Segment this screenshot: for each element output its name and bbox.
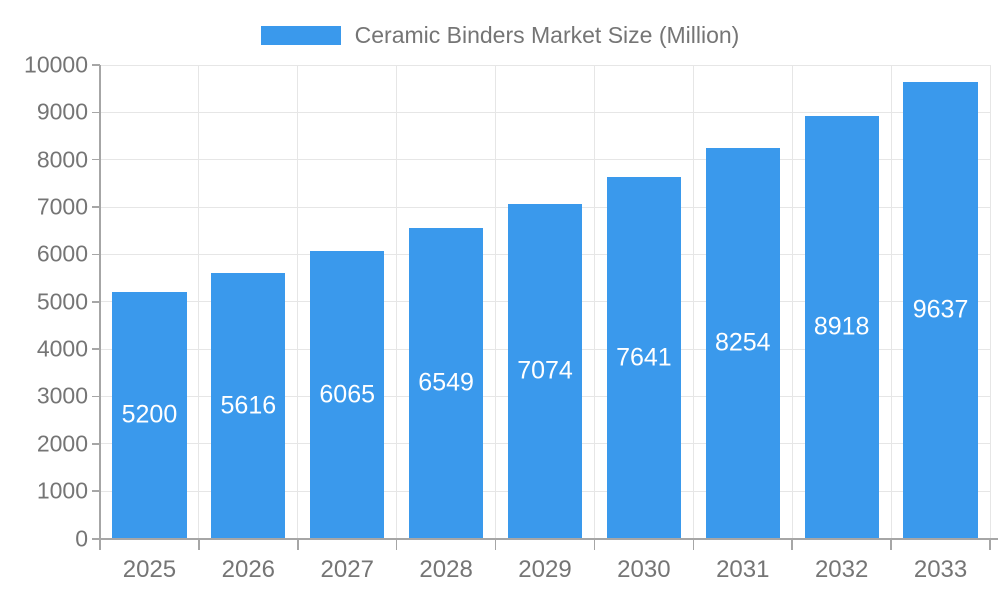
y-axis-tick-label: 0 [75,525,88,551]
y-axis-tick-label: 1000 [36,477,88,504]
x-gridline [989,65,991,539]
bar-value-label: 9637 [912,295,969,324]
y-axis-tick [92,395,100,398]
legend-swatch-icon [260,26,341,45]
x-gridline [396,65,398,539]
bar[interactable] [507,203,583,539]
y-axis-tick-label: 6000 [36,240,88,267]
y-axis-tick [92,443,100,445]
y-axis-tick-label: 9000 [36,98,88,125]
y-axis-tick-label: 10000 [24,51,88,78]
x-axis-tick-label: 2029 [518,555,572,583]
bar[interactable] [705,147,780,539]
legend[interactable]: Ceramic Binders Market Size (Million) [0,22,1000,49]
x-axis-tick-label: 2026 [221,555,276,583]
bar[interactable] [211,272,286,539]
legend-label: Ceramic Binders Market Size (Million) [354,22,740,48]
y-axis-tick-label: 5000 [36,288,88,315]
bar-value-label: 5616 [220,391,277,420]
x-axis-tick [890,539,892,550]
x-axis-tick-label: 2028 [419,555,473,583]
y-axis-tick-label: 4000 [36,335,88,362]
x-gridline [495,65,497,539]
bar[interactable] [409,228,484,539]
y-axis-tick [92,348,100,350]
bar[interactable] [310,251,385,539]
bar-value-label: 6065 [319,380,376,409]
bar[interactable] [804,116,879,539]
x-gridline [692,65,694,539]
y-axis-tick [92,158,100,161]
bar-value-label: 8254 [714,328,771,357]
bar-value-label: 7641 [616,343,672,372]
bar-value-label: 5200 [121,400,178,429]
x-axis-tick [297,539,299,550]
bar[interactable] [112,292,187,539]
bar-value-label: 7074 [517,356,573,385]
x-axis-tick [395,539,398,550]
x-gridline [593,65,595,539]
y-axis-tick-label: 8000 [36,146,88,173]
x-gridline [890,65,892,539]
y-axis-tick [92,206,100,208]
x-gridline [791,65,793,539]
x-axis-tick-label: 2032 [814,555,869,583]
y-axis-tick-label: 3000 [36,382,88,409]
y-gridline [100,64,990,66]
y-axis-tick [92,64,100,66]
x-axis-line [92,537,998,540]
y-axis-tick [92,301,100,303]
y-axis-tick [92,111,100,114]
x-axis-tick [198,539,200,550]
y-axis-tick-label: 7000 [36,193,88,220]
x-gridline [198,65,200,539]
y-axis-tick [92,490,100,492]
y-axis-tick [92,253,100,256]
bar-value-label: 8918 [813,312,870,341]
x-axis-tick [494,539,497,550]
y-gridline [100,111,990,113]
x-axis-tick-label: 2030 [617,555,671,583]
x-gridline [297,65,299,539]
x-axis-tick [989,539,991,550]
x-axis-tick [593,539,596,550]
y-axis-line [99,65,101,550]
x-axis-tick-label: 2025 [122,555,177,583]
x-axis-tick-label: 2027 [320,555,374,583]
x-axis-tick [791,539,793,550]
x-axis-tick-label: 2031 [716,555,770,583]
bar[interactable] [606,176,681,539]
y-gridline [100,159,990,161]
bar-value-label: 6549 [418,368,474,397]
bar[interactable] [903,82,978,539]
x-axis-tick [692,539,695,550]
x-axis-tick-label: 2033 [913,555,968,583]
y-axis-tick-label: 2000 [36,430,88,457]
